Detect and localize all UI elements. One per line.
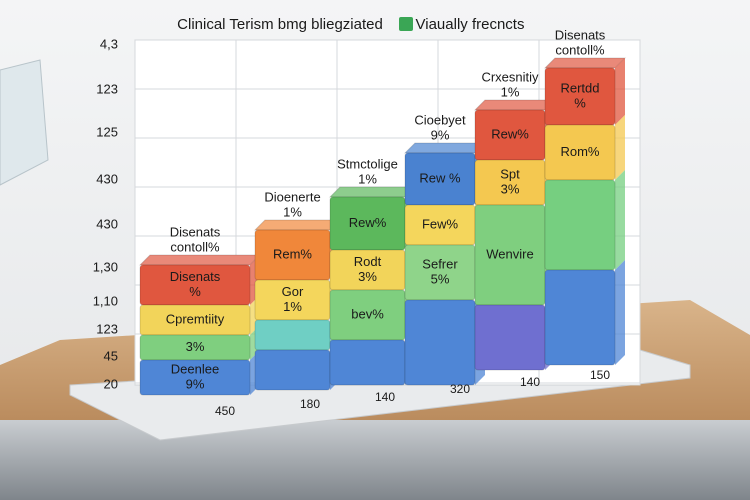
column-label: 1% (358, 171, 377, 186)
title-icon (399, 17, 413, 31)
y-axis-label: 430 (96, 216, 118, 231)
column-label: 1% (501, 84, 520, 99)
segment-label: Rew % (419, 170, 461, 185)
segment-label: 3% (501, 181, 520, 196)
segment-label: Sefrer (422, 256, 458, 271)
x-axis-label: 140 (375, 390, 395, 404)
bar-segment (139, 359, 251, 396)
segment-label: Cpremtiity (166, 311, 225, 326)
column-label: Cioebyet (414, 112, 466, 127)
bar-segment (544, 269, 616, 366)
bar-top (328, 186, 417, 198)
title-left: Clinical Terism bmg bliegziated (177, 16, 383, 33)
column-label: contoll% (170, 239, 220, 254)
y-axis-label: 430 (96, 171, 118, 186)
segment-label: bev% (351, 306, 384, 321)
y-axis-label: 1,10 (93, 293, 118, 308)
segment-label: 3% (358, 269, 377, 284)
column-label: Dioenerte (264, 189, 320, 204)
bar-top (543, 57, 627, 69)
bar-side (615, 115, 625, 180)
bar-side (615, 58, 625, 125)
bar-top (473, 99, 557, 111)
bar-top (253, 219, 342, 231)
segment-label: 5% (431, 271, 450, 286)
table-front (0, 420, 750, 500)
x-axis-label: 180 (300, 397, 320, 411)
segment-label: Few% (422, 216, 459, 231)
x-axis-label: 140 (520, 375, 540, 389)
segment-label: 3% (186, 339, 205, 354)
bar-segment (474, 304, 546, 371)
segment-label: Deenlee (171, 361, 219, 376)
x-axis-label: 450 (215, 404, 235, 418)
segment-label: Rem% (273, 246, 312, 261)
segment-label: % (189, 284, 201, 299)
segment-label: Rodt (354, 254, 382, 269)
column-label: Disenats (170, 224, 221, 239)
title-right: Viaually frecncts (416, 16, 525, 33)
x-axis-label: 320 (450, 382, 470, 396)
segment-label: 9% (186, 376, 205, 391)
y-axis-label: 45 (104, 348, 118, 363)
bar-top (138, 254, 262, 266)
chart: 4,31231254304301,301,101234520Disenatsco… (93, 27, 627, 418)
y-axis-label: 123 (96, 81, 118, 96)
segment-label: 1% (283, 299, 302, 314)
x-axis-label: 150 (590, 368, 610, 382)
flask (0, 59, 49, 186)
column-label: Disenats (555, 27, 606, 42)
bar-segment (544, 179, 616, 271)
segment-label: Disenats (170, 269, 221, 284)
column-label: Crxesnitiy (481, 69, 539, 84)
segment-label: Rew% (491, 126, 529, 141)
segment-label: Rertdd (560, 80, 599, 95)
bar-segment (329, 339, 406, 386)
bar-segment (254, 349, 331, 391)
column-label: Stmctolige (337, 156, 398, 171)
y-axis-label: 125 (96, 124, 118, 139)
y-axis-label: 1,30 (93, 259, 118, 274)
segment-label: Rew% (349, 215, 387, 230)
column-label: contoll% (555, 42, 605, 57)
bar-segment (254, 319, 331, 351)
segment-label: Wenvire (486, 246, 533, 261)
segment-label: Gor (282, 284, 304, 299)
segment-label: Rom% (560, 144, 599, 159)
segment-label: Spt (500, 166, 520, 181)
column-label: 1% (283, 204, 302, 219)
segment-label: % (574, 95, 586, 110)
y-axis-label: 4,3 (100, 36, 118, 51)
bar-side (615, 170, 625, 270)
column-label: 9% (431, 127, 450, 142)
y-axis-label: 20 (104, 376, 118, 391)
bar-side (615, 260, 625, 365)
y-axis-label: 123 (96, 321, 118, 336)
bar-top (403, 142, 487, 154)
bar-segment (404, 299, 476, 386)
